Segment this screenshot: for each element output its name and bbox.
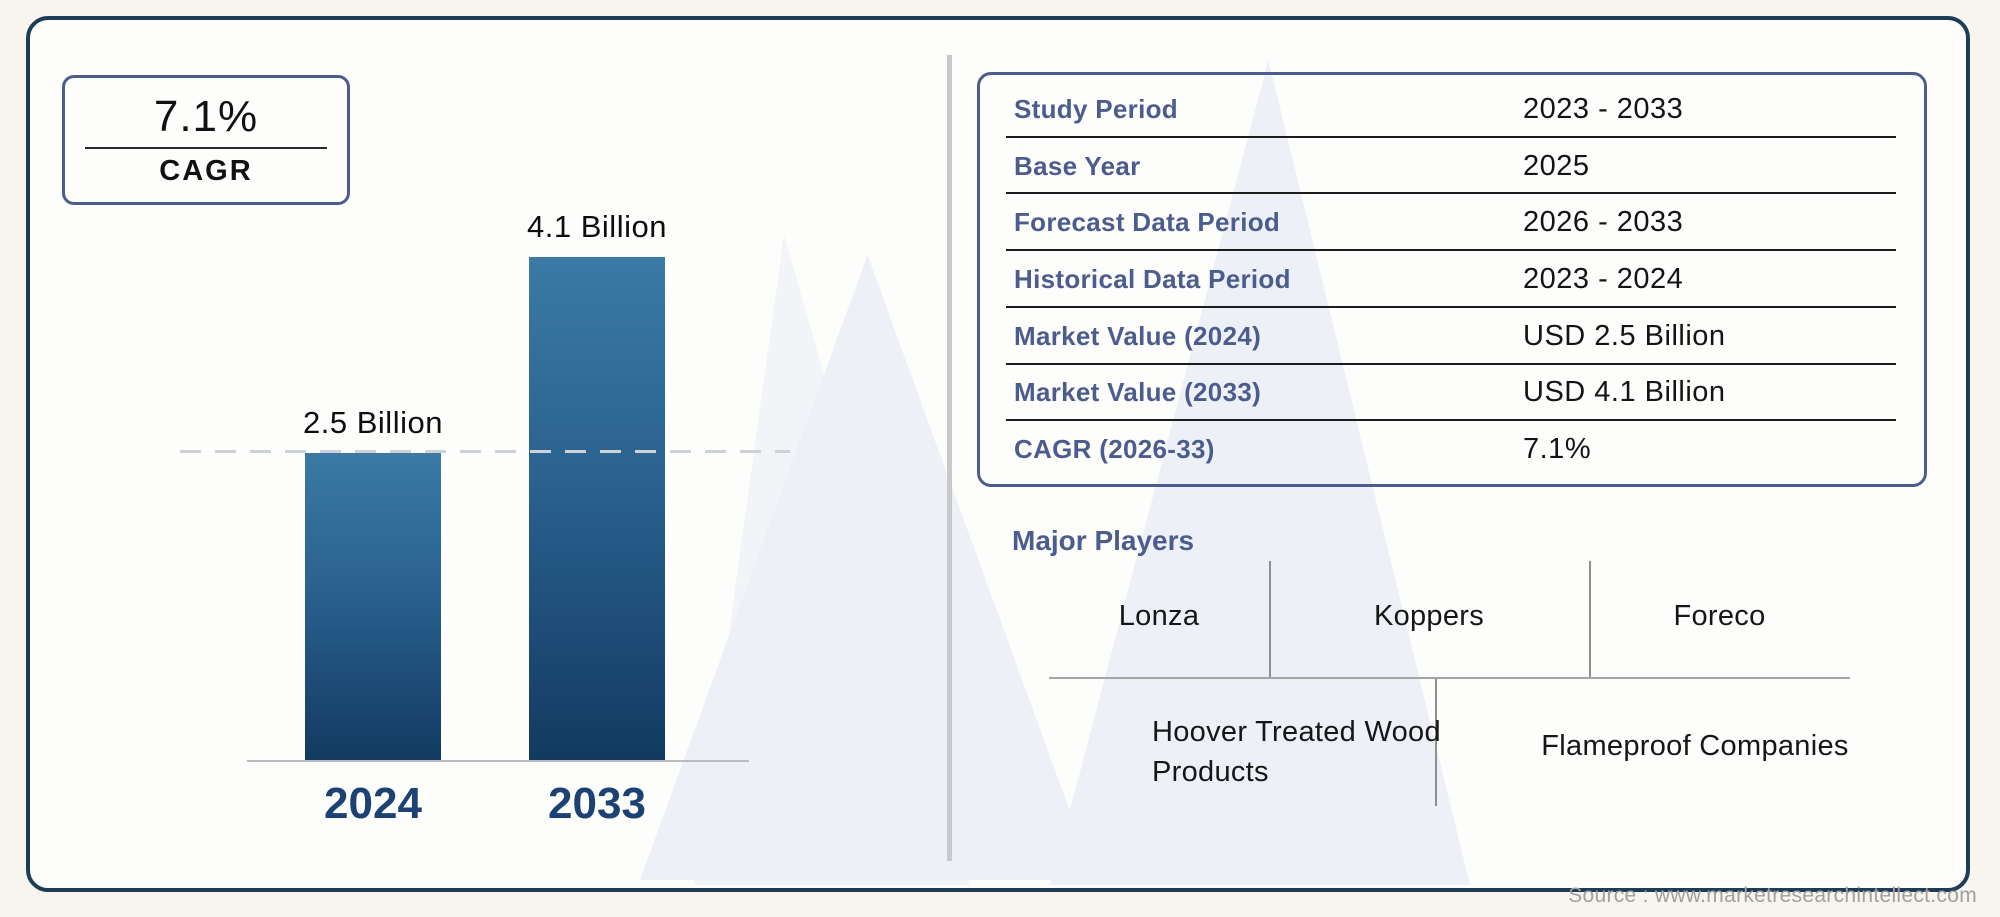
players-grid-hline xyxy=(1049,677,1850,679)
row-label: Forecast Data Period xyxy=(1014,207,1281,238)
cagr-box: 7.1% CAGR xyxy=(62,75,350,205)
table-row: Forecast Data Period 2026 - 2033 xyxy=(980,194,1924,251)
bar-2024 xyxy=(305,453,441,760)
row-label: Market Value (2024) xyxy=(1014,320,1262,351)
player-hoover-treated-wood-products: Hoover Treated Wood Products xyxy=(1152,716,1441,789)
major-players-title: Major Players xyxy=(1012,525,1195,556)
table-row: CAGR (2026-33) 7.1% xyxy=(980,421,1924,478)
row-value: 2025 xyxy=(1523,149,1590,182)
row-label: Market Value (2033) xyxy=(1014,377,1262,408)
source-attribution: Source : www.marketresearchintellect.com xyxy=(1568,884,1977,907)
row-value: 2026 - 2033 xyxy=(1523,206,1684,239)
player-foreco: Foreco xyxy=(1673,600,1766,632)
table-row: Market Value (2033) USD 4.1 Billion xyxy=(980,365,1924,422)
section-divider xyxy=(947,55,952,861)
row-label: Base Year xyxy=(1014,150,1141,181)
study-info-table: Study Period 2023 - 2033 Base Year 2025 … xyxy=(977,72,1927,487)
player-flameproof-companies: Flameproof Companies xyxy=(1541,730,1849,762)
cagr-divider-line xyxy=(85,147,327,149)
player-lonza: Lonza xyxy=(1118,600,1200,632)
table-row: Market Value (2024) USD 2.5 Billion xyxy=(980,308,1924,365)
row-value: 2023 - 2024 xyxy=(1523,263,1684,296)
bar-value-label-2024: 2.5 Billion xyxy=(303,405,443,440)
players-grid-vline xyxy=(1435,679,1437,806)
row-label: Study Period xyxy=(1014,93,1178,124)
row-value: USD 4.1 Billion xyxy=(1523,376,1726,409)
row-value: USD 2.5 Billion xyxy=(1523,319,1726,352)
row-value: 7.1% xyxy=(1523,433,1592,466)
bar-value-label-2033: 4.1 Billion xyxy=(527,209,667,244)
row-label: Historical Data Period xyxy=(1014,264,1291,295)
table-row: Base Year 2025 xyxy=(980,138,1924,195)
players-grid-vline xyxy=(1589,561,1591,677)
row-value: 2023 - 2033 xyxy=(1523,92,1684,125)
table-row: Study Period 2023 - 2033 xyxy=(980,81,1924,138)
table-row: Historical Data Period 2023 - 2024 xyxy=(980,251,1924,308)
row-label: CAGR (2026-33) xyxy=(1014,434,1215,465)
players-grid-vline xyxy=(1269,561,1271,677)
x-axis-label-2024: 2024 xyxy=(324,779,422,828)
player-koppers: Koppers xyxy=(1373,600,1485,632)
reference-dashed-line xyxy=(180,450,790,453)
x-axis-label-2033: 2033 xyxy=(548,779,646,828)
x-axis-line xyxy=(247,760,749,762)
bar-2033 xyxy=(529,257,665,760)
cagr-value: 7.1% xyxy=(153,92,259,141)
cagr-label: CAGR xyxy=(159,155,253,187)
